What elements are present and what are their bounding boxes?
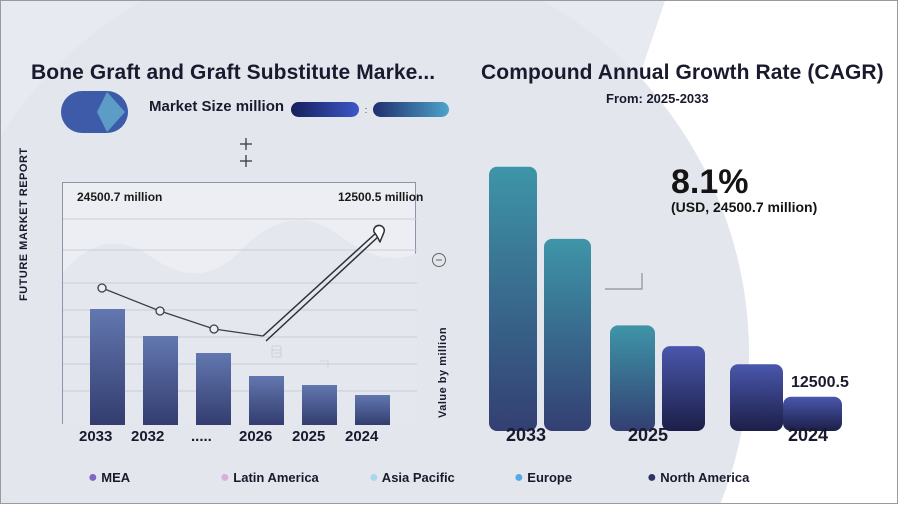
svg-text::: : <box>365 105 368 115</box>
